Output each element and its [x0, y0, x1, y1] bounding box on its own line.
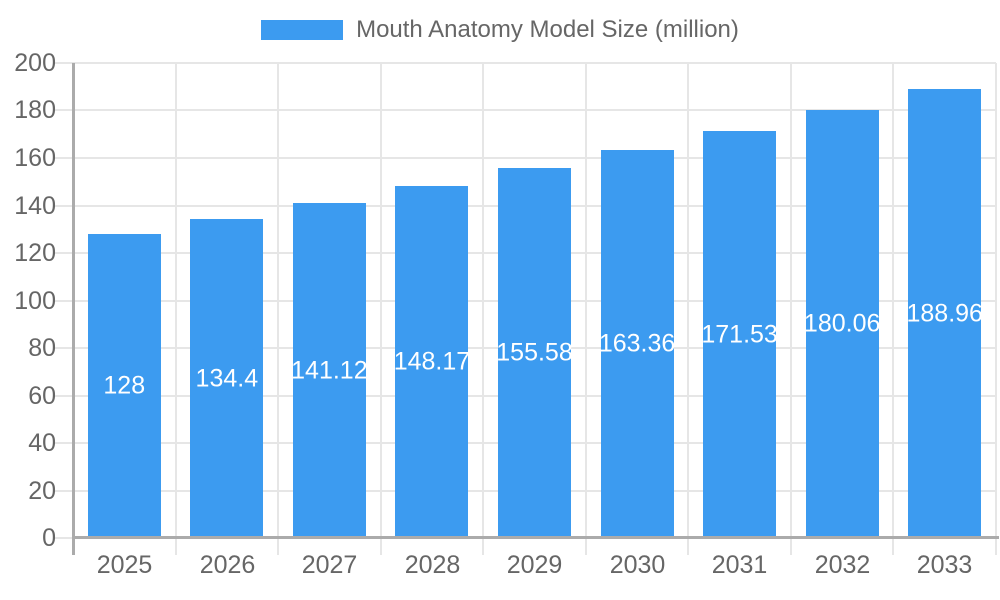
x-gridline [482, 63, 484, 555]
x-tick-label: 2032 [814, 551, 871, 579]
bar [601, 150, 674, 538]
y-axis-line [72, 63, 75, 555]
x-gridline [892, 63, 894, 555]
x-tick-label: 2029 [506, 551, 563, 579]
x-gridline [995, 63, 997, 555]
y-tick-label: 40 [28, 429, 56, 457]
x-axis-tick-labels: 2025 2026 2027 2028 2029 2030 2031 2032 2033 [73, 550, 996, 584]
bar-value-label: 188.96 [906, 299, 983, 328]
y-tick-label: 80 [28, 334, 56, 362]
y-tick-label: 0 [42, 524, 56, 552]
bar-value-label: 163.36 [598, 329, 676, 358]
bar-value-label: 141.12 [291, 356, 368, 385]
legend-swatch-icon [261, 20, 344, 40]
bar-value-label: 180.06 [803, 309, 881, 338]
bar [498, 168, 571, 538]
y-tick-label: 180 [14, 96, 56, 124]
bar [395, 186, 468, 538]
legend-item[interactable]: Mouth Anatomy Model Size (million) [0, 14, 1000, 46]
x-gridline [585, 63, 587, 555]
x-tick-label: 2031 [711, 551, 768, 579]
x-gridline [277, 63, 279, 555]
bar-value-label: 128 [103, 371, 146, 400]
bar [703, 131, 776, 538]
y-tick-label: 60 [28, 382, 56, 410]
bar [908, 89, 981, 538]
x-gridline [790, 63, 792, 555]
y-tick-label: 20 [28, 477, 56, 505]
plot-area: 128 134.4 141.12 148.17 155.58 163.36 171.53 18… [55, 62, 999, 555]
bar [293, 203, 366, 538]
bar [806, 110, 879, 538]
x-axis-line [72, 536, 999, 539]
y-gridline [55, 157, 996, 159]
y-gridline [55, 62, 996, 64]
x-tick-label: 2027 [301, 551, 358, 579]
legend-label: Mouth Anatomy Model Size (million) [356, 16, 739, 43]
x-gridline [380, 63, 382, 555]
y-tick-label: 160 [14, 144, 56, 172]
y-tick-label: 120 [14, 239, 56, 267]
y-tick-label: 140 [14, 192, 56, 220]
bar [190, 219, 263, 538]
x-tick-label: 2028 [404, 551, 461, 579]
bar-value-label: 155.58 [496, 338, 573, 367]
y-gridline [55, 109, 996, 111]
x-tick-label: 2025 [96, 551, 153, 579]
y-tick-label: 100 [14, 287, 56, 315]
y-axis-tick-labels: 0 20 40 60 80 100 120 140 160 180 200 [0, 50, 56, 551]
x-tick-label: 2033 [916, 551, 973, 579]
x-gridline [175, 63, 177, 555]
x-tick-label: 2026 [199, 551, 256, 579]
x-gridline [687, 63, 689, 555]
bar-value-label: 134.4 [195, 364, 259, 393]
bar-value-label: 148.17 [393, 347, 471, 376]
bar [88, 234, 161, 538]
x-tick-label: 2030 [609, 551, 666, 579]
bar-value-label: 171.53 [701, 320, 778, 349]
y-tick-label: 200 [14, 49, 56, 77]
